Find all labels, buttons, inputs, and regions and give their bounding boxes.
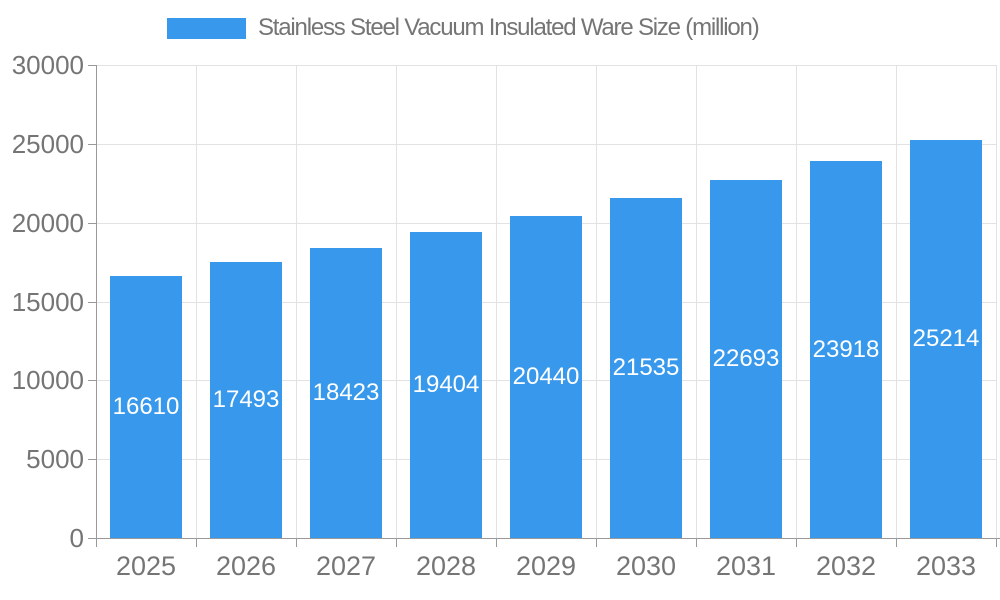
y-axis-line	[96, 65, 97, 538]
y-axis-tick-label: 25000	[11, 129, 84, 159]
legend-label: Stainless Steel Vacuum Insulated Ware Si…	[258, 14, 760, 41]
y-axis-tick	[88, 65, 96, 66]
x-axis-tick	[696, 539, 697, 547]
y-axis-tick	[88, 380, 96, 381]
bar-2028[interactable]: 19404	[410, 232, 482, 538]
x-gridline	[696, 65, 697, 538]
bar-value-label: 23918	[812, 335, 880, 363]
bar-2033[interactable]: 25214	[910, 140, 982, 538]
x-axis-tick-label: 2031	[715, 551, 777, 581]
x-axis-tick	[796, 539, 797, 547]
y-axis-tick	[88, 302, 96, 303]
x-axis-tick-label: 2027	[315, 551, 377, 581]
bar-value-label: 18423	[312, 379, 380, 406]
y-axis-tick	[88, 459, 96, 460]
y-axis-tick-label: 20000	[11, 208, 84, 238]
bar-2030[interactable]: 21535	[610, 198, 682, 538]
x-gridline	[396, 65, 397, 538]
legend-item[interactable]: Stainless Steel Vacuum Insulated Ware Si…	[167, 14, 760, 42]
x-axis-tick-label: 2033	[915, 551, 977, 581]
bar-2026[interactable]: 17493	[210, 262, 282, 538]
legend-swatch	[167, 17, 246, 39]
bar-value-label: 17493	[212, 386, 280, 413]
bar-2025[interactable]: 16610	[110, 276, 182, 538]
x-axis-tick-label: 2028	[415, 551, 477, 581]
bar-value-label: 21535	[612, 354, 680, 381]
x-gridline	[596, 65, 597, 538]
x-axis-tick	[996, 539, 997, 547]
x-gridline	[896, 65, 897, 538]
y-axis-tick-label: 30000	[11, 50, 84, 80]
x-axis-tick-label: 2029	[515, 551, 577, 581]
x-gridline	[996, 65, 997, 538]
bar-2031[interactable]: 22693	[710, 180, 782, 538]
y-axis-tick-label: 5000	[26, 444, 84, 474]
x-axis-tick-label: 2025	[115, 551, 177, 581]
bar-value-label: 25214	[912, 325, 980, 352]
x-axis-tick	[296, 539, 297, 547]
bar-2032[interactable]: 23918	[810, 161, 882, 538]
x-gridline	[196, 65, 197, 538]
y-axis-tick	[88, 144, 96, 145]
bar-value-label: 20440	[512, 363, 580, 390]
bar-2029[interactable]: 20440	[510, 216, 582, 538]
x-axis-tick-label: 2032	[815, 551, 877, 581]
x-axis-tick	[196, 539, 197, 547]
x-axis-tick	[596, 539, 597, 547]
y-axis-tick	[88, 223, 96, 224]
bar-2027[interactable]: 18423	[310, 248, 382, 538]
y-gridline	[96, 144, 996, 145]
x-axis-tick	[396, 539, 397, 547]
x-gridline	[496, 65, 497, 538]
y-gridline	[96, 65, 996, 66]
x-axis-tick-label: 2030	[615, 551, 677, 581]
x-axis-tick	[496, 539, 497, 547]
bar-value-label: 22693	[712, 345, 780, 372]
x-gridline	[296, 65, 297, 538]
x-gridline	[796, 65, 797, 538]
y-axis-tick-label: 15000	[11, 287, 84, 317]
y-axis-tick-label: 10000	[11, 365, 84, 395]
x-axis-tick	[96, 539, 97, 547]
bar-value-label: 19404	[412, 371, 480, 398]
x-axis-tick-label: 2026	[215, 551, 277, 581]
y-axis-tick-label: 0	[69, 523, 84, 553]
x-axis-line	[88, 538, 1000, 539]
bar-value-label: 16610	[112, 393, 180, 420]
x-axis-tick	[896, 539, 897, 547]
